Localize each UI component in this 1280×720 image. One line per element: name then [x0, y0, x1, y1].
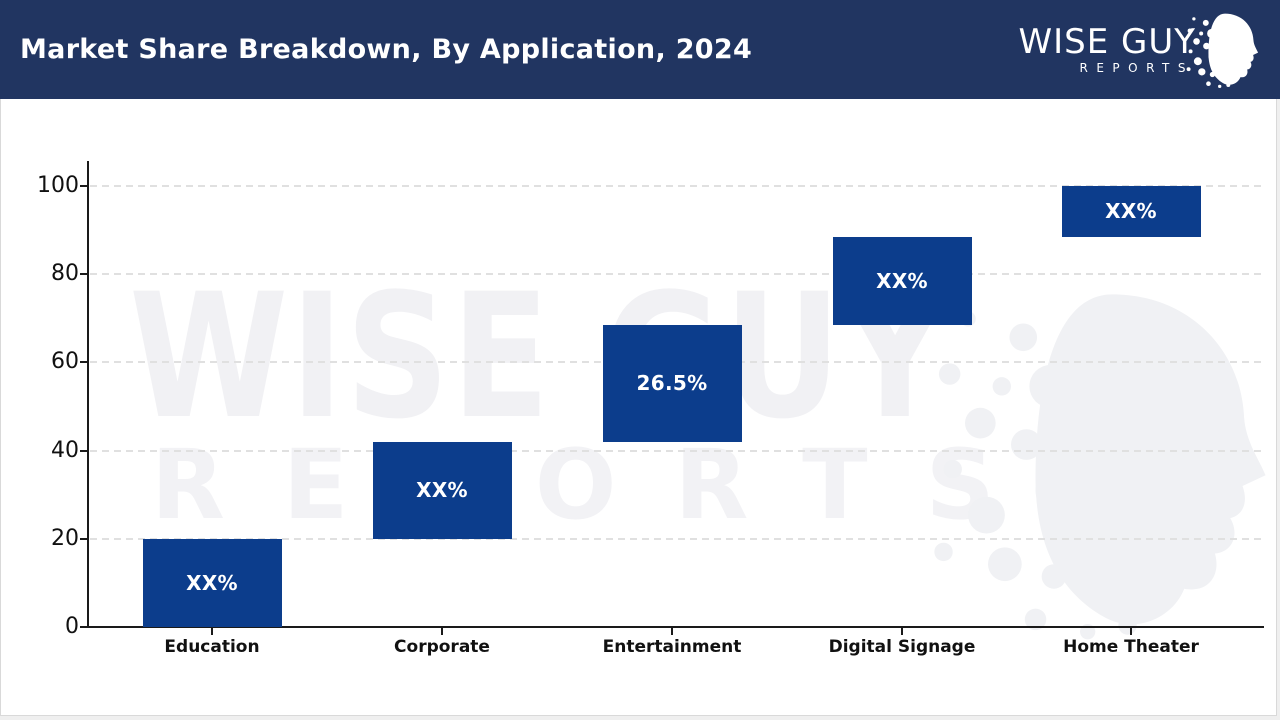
bar-education: XX%	[142, 538, 282, 627]
y-axis-line	[87, 161, 89, 628]
bar-value-label-home-theater: XX%	[1105, 199, 1157, 224]
y-tick-60	[80, 361, 87, 364]
y-tick-label-20: 20	[51, 525, 79, 551]
page-title: Market Share Breakdown, By Application, …	[20, 34, 753, 65]
bar-entertainment: 26.5%	[602, 324, 742, 442]
gridline-80	[90, 273, 1263, 276]
watermark-head-icon	[934, 294, 1266, 640]
y-tick-label-80: 80	[51, 261, 79, 287]
logo-text: WISE GUY REPORTS	[1018, 25, 1196, 74]
y-tick-label-40: 40	[51, 437, 79, 463]
watermark-wordmark: WISE GUY	[129, 256, 950, 457]
x-category-label-entertainment: Entertainment	[602, 637, 742, 657]
x-category-label-corporate: Corporate	[394, 637, 490, 657]
header-bar: Market Share Breakdown, By Application, …	[0, 0, 1280, 99]
gridline-40	[90, 449, 1263, 452]
x-tick-digital-signage	[901, 628, 903, 635]
x-tick-home-theater	[1130, 628, 1132, 635]
dotted-head-logo-icon	[1186, 13, 1259, 88]
x-category-label-home-theater: Home Theater	[1063, 637, 1199, 657]
bar-value-label-corporate: XX%	[416, 478, 468, 503]
gridline-20	[90, 537, 1263, 540]
y-tick-20	[80, 537, 87, 540]
x-axis-line	[87, 626, 1264, 628]
wise-guy-logo: WISE GUY REPORTS	[1018, 7, 1266, 93]
bar-home-theater: XX%	[1061, 186, 1201, 237]
watermark-subtitle: REPORTS	[151, 429, 1053, 541]
gridline-100	[90, 185, 1263, 187]
y-tick-40	[80, 449, 87, 452]
chart-card: WISE GUY REPORTS 0 20 40 60 80 100 XX% Educatio…	[0, 99, 1277, 716]
logo-subtitle: REPORTS	[1079, 61, 1194, 75]
bar-value-label-entertainment: 26.5%	[636, 371, 708, 396]
y-tick-label-0: 0	[65, 614, 79, 639]
bar-digital-signage: XX%	[832, 236, 972, 325]
y-tick-0	[80, 626, 87, 628]
bar-value-label-education: XX%	[186, 570, 238, 595]
bar-value-label-digital-signage: XX%	[876, 268, 928, 293]
x-tick-entertainment	[671, 628, 673, 635]
y-tick-label-100: 100	[37, 173, 79, 198]
x-category-label-education: Education	[164, 637, 260, 657]
x-category-label-digital-signage: Digital Signage	[828, 637, 976, 657]
x-tick-corporate	[441, 628, 443, 635]
y-tick-100	[80, 185, 87, 187]
x-tick-education	[211, 628, 213, 635]
y-tick-80	[80, 273, 87, 276]
bar-corporate: XX%	[372, 441, 512, 539]
y-tick-label-60: 60	[51, 349, 79, 375]
logo-wordmark: WISE GUY	[1018, 22, 1196, 62]
